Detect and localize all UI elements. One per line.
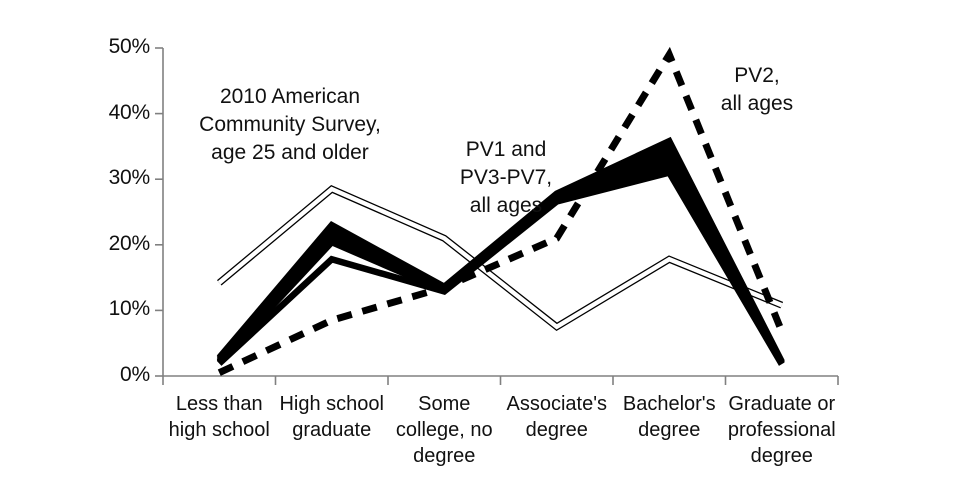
x-axis-tick-label: Some college, no degree	[395, 393, 493, 467]
y-axis-tick-label: 20%	[108, 231, 151, 255]
y-axis-tick-label: 0%	[120, 363, 150, 386]
chart-axes	[155, 47, 839, 385]
x-axis-tick-label: Less than high school	[168, 393, 270, 441]
y-axis-tick-label: 50%	[108, 35, 151, 58]
x-axis-tick-label: High school graduate	[279, 393, 384, 441]
series-line-solid	[217, 168, 785, 366]
series-line-dashed	[217, 46, 785, 376]
x-axis-tick-label: Associate's degree	[506, 393, 608, 441]
x-axis-tick-label: Graduate or professional degree	[727, 393, 836, 467]
y-axis-tick-label: 30%	[108, 166, 151, 190]
y-axis-tick-label: 40%	[108, 100, 151, 124]
x-axis-tick-label: Bachelor's degree	[622, 393, 716, 441]
pv2-annotation: PV2, all ages	[720, 64, 794, 115]
acs-annotation: 2010 American Community Survey, age 25 a…	[199, 85, 381, 164]
y-axis-tick-label: 10%	[108, 297, 151, 321]
chart-series-lines	[216, 46, 785, 376]
pv-bundle-annotation: PV1 and PV3-PV7, all ages	[459, 138, 553, 217]
series-line-outline-front	[217, 186, 783, 330]
